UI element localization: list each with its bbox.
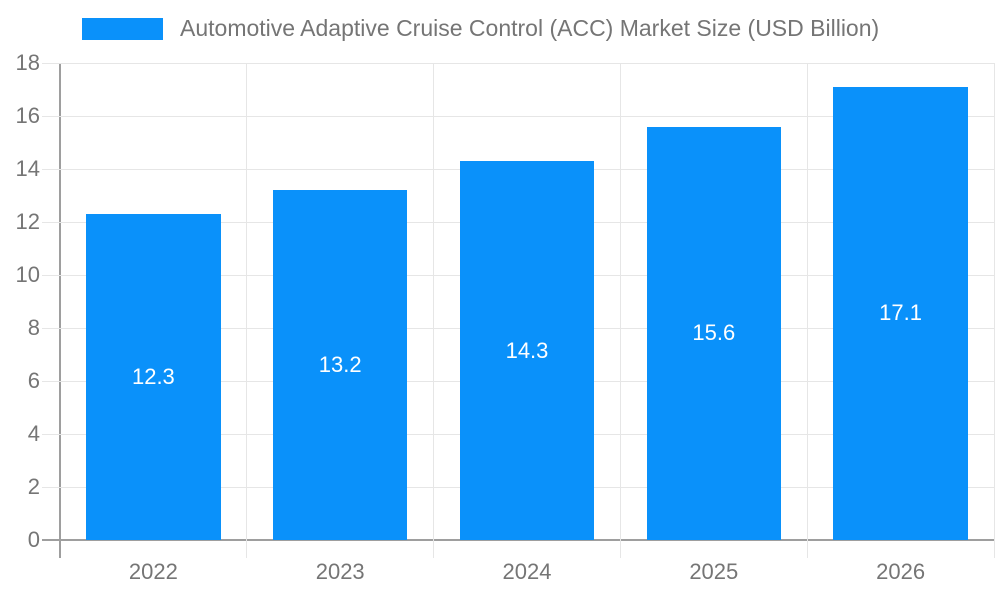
x-axis-line bbox=[42, 539, 994, 541]
y-tick-label: 10 bbox=[15, 262, 40, 287]
bar-value-label: 13.2 bbox=[318, 352, 362, 378]
bar-value-label: 12.3 bbox=[131, 364, 175, 390]
y-tick-label: 6 bbox=[27, 368, 40, 393]
legend-item[interactable]: Automotive Adaptive Cruise Control (ACC)… bbox=[82, 15, 879, 42]
x-tick-label: 2026 bbox=[876, 559, 926, 584]
y-tick-label: 8 bbox=[27, 315, 40, 340]
y-tick-label: 14 bbox=[15, 156, 40, 181]
legend-swatch-icon bbox=[82, 17, 163, 40]
gridline-horizontal bbox=[42, 62, 994, 64]
y-tick-label: 18 bbox=[15, 50, 40, 75]
y-axis-line bbox=[59, 63, 61, 558]
gridline-horizontal bbox=[42, 115, 994, 117]
gridline-vertical bbox=[806, 63, 808, 558]
bar-value-label: 15.6 bbox=[692, 320, 736, 346]
x-tick-label: 2022 bbox=[128, 559, 178, 584]
chart-title: Automotive Adaptive Cruise Control (ACC)… bbox=[180, 15, 880, 41]
y-tick-label: 0 bbox=[27, 527, 40, 552]
gridline-vertical bbox=[433, 63, 435, 558]
bar-2024[interactable]: 14.3 bbox=[459, 161, 595, 540]
gridline-vertical bbox=[993, 63, 995, 558]
x-tick-label: 2024 bbox=[502, 559, 552, 584]
gridline-vertical bbox=[246, 63, 248, 558]
y-tick-label: 16 bbox=[15, 103, 40, 128]
x-axis-labels: 2022 2023 2024 2025 2026 bbox=[60, 540, 994, 590]
y-tick-label: 2 bbox=[27, 474, 40, 499]
y-tick-label: 12 bbox=[15, 209, 40, 234]
x-tick-label: 2025 bbox=[689, 559, 739, 584]
y-axis-labels: 0 2 4 6 8 10 12 14 16 18 bbox=[0, 50, 42, 552]
plot-area: 12.3 13.2 14.3 15.6 17.1 bbox=[42, 62, 995, 558]
y-tick-label: 4 bbox=[27, 421, 40, 446]
bar-value-label: 14.3 bbox=[505, 337, 549, 363]
bar-2023[interactable]: 13.2 bbox=[272, 190, 408, 540]
bar-2025[interactable]: 15.6 bbox=[646, 126, 782, 540]
bar-2022[interactable]: 12.3 bbox=[86, 214, 221, 540]
bar-2026[interactable]: 17.1 bbox=[833, 86, 968, 540]
x-tick-label: 2023 bbox=[315, 559, 365, 584]
bar-value-label: 17.1 bbox=[879, 300, 922, 326]
gridline-vertical bbox=[619, 63, 621, 558]
